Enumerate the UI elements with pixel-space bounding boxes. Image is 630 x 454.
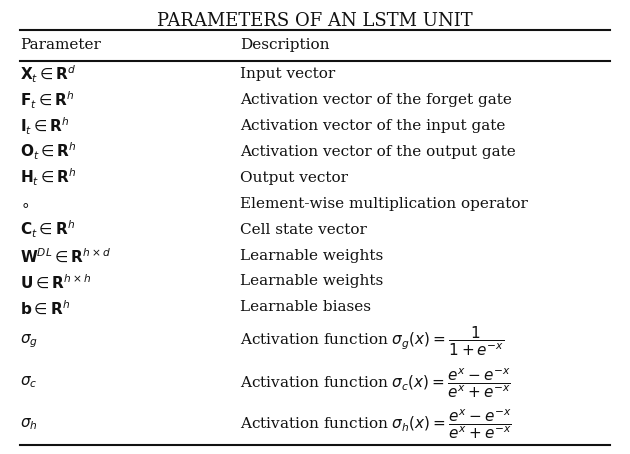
- Text: $\mathbf{b} \in \mathbf{R}^{h}$: $\mathbf{b} \in \mathbf{R}^{h}$: [20, 298, 71, 316]
- Text: $\mathbf{C}_t \in \mathbf{R}^{h}$: $\mathbf{C}_t \in \mathbf{R}^{h}$: [20, 219, 76, 240]
- Text: $\mathbf{W}^{DL} \in \mathbf{R}^{h \times d}$: $\mathbf{W}^{DL} \in \mathbf{R}^{h \time…: [20, 247, 112, 265]
- Text: Output vector: Output vector: [240, 171, 348, 185]
- Text: $\sigma_h$: $\sigma_h$: [20, 416, 38, 432]
- Text: Learnable weights: Learnable weights: [240, 275, 383, 288]
- Text: Activation function $\sigma_h\left(x\right) = \dfrac{e^x - e^{-x}}{e^x + e^{-x}}: Activation function $\sigma_h\left(x\rig…: [240, 407, 512, 441]
- Text: Activation vector of the forget gate: Activation vector of the forget gate: [240, 93, 512, 107]
- Text: Element-wise multiplication operator: Element-wise multiplication operator: [240, 197, 527, 211]
- Text: $\sigma_c$: $\sigma_c$: [20, 375, 38, 390]
- Text: $\mathbf{O}_t \in \mathbf{R}^{h}$: $\mathbf{O}_t \in \mathbf{R}^{h}$: [20, 141, 77, 163]
- Text: $\mathbf{I}_t \in \mathbf{R}^{h}$: $\mathbf{I}_t \in \mathbf{R}^{h}$: [20, 115, 70, 137]
- Text: Activation vector of the output gate: Activation vector of the output gate: [240, 145, 515, 159]
- Text: Learnable weights: Learnable weights: [240, 248, 383, 262]
- Text: $\mathbf{H}_t \in \mathbf{R}^{h}$: $\mathbf{H}_t \in \mathbf{R}^{h}$: [20, 167, 77, 188]
- Text: $\mathbf{X}_t \in \mathbf{R}^{d}$: $\mathbf{X}_t \in \mathbf{R}^{d}$: [20, 63, 77, 85]
- Text: Input vector: Input vector: [240, 67, 335, 81]
- Text: Description: Description: [240, 39, 329, 53]
- Text: $\sigma_g$: $\sigma_g$: [20, 332, 38, 350]
- Text: $\circ$: $\circ$: [20, 197, 30, 211]
- Text: Activation function $\sigma_c\left(x\right) = \dfrac{e^x - e^{-x}}{e^x + e^{-x}}: Activation function $\sigma_c\left(x\rig…: [240, 365, 511, 400]
- Text: Activation vector of the input gate: Activation vector of the input gate: [240, 119, 505, 133]
- Text: Cell state vector: Cell state vector: [240, 222, 367, 237]
- Text: $\mathbf{U} \in \mathbf{R}^{h \times h}$: $\mathbf{U} \in \mathbf{R}^{h \times h}$: [20, 272, 91, 291]
- Text: PARAMETERS OF AN LSTM UNIT: PARAMETERS OF AN LSTM UNIT: [158, 12, 472, 30]
- Text: Parameter: Parameter: [20, 39, 101, 53]
- Text: Learnable biases: Learnable biases: [240, 301, 370, 314]
- Text: Activation function $\sigma_g\left(x\right) = \dfrac{1}{1+e^{-x}}$: Activation function $\sigma_g\left(x\rig…: [240, 325, 505, 358]
- Text: $\mathbf{F}_t \in \mathbf{R}^{h}$: $\mathbf{F}_t \in \mathbf{R}^{h}$: [20, 89, 74, 111]
